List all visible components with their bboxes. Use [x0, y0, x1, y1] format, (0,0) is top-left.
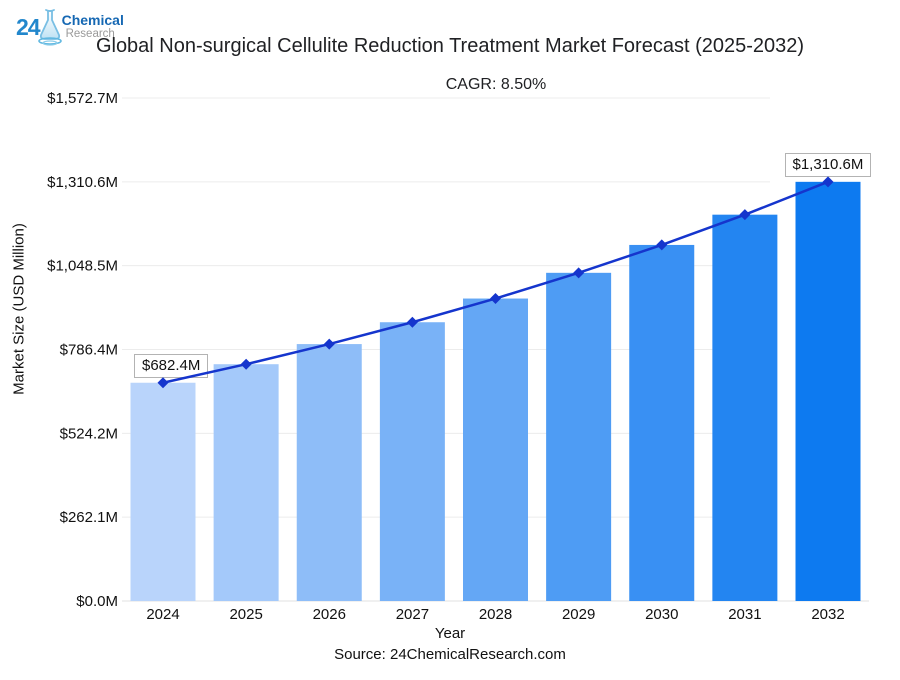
bar-2030 [629, 244, 695, 601]
x-tick-label: 2032 [811, 606, 844, 623]
x-tick-label: 2027 [396, 606, 429, 623]
marker-2029 [573, 267, 585, 279]
bar-2027 [379, 322, 445, 601]
y-tick-label: $786.4M [60, 341, 118, 358]
marker-2025 [240, 358, 252, 370]
data-label-first: $682.4M [134, 353, 209, 378]
logo-chemical-text: Chemical [61, 12, 124, 28]
source-caption: Source: 24ChemicalResearch.com [334, 646, 566, 663]
y-tick-label: $262.1M [60, 509, 118, 526]
chart-title: Global Non-surgical Cellulite Reduction … [95, 35, 805, 57]
brand-logo: 24 Chemical Research [16, 8, 124, 50]
logo-research-text: Research [65, 28, 115, 40]
bar-2024 [130, 382, 196, 601]
y-tick-label: $524.2M [60, 425, 118, 442]
trend-line [162, 180, 829, 384]
y-tick-label: $1,572.7M [47, 90, 118, 107]
x-tick-label: 2029 [562, 606, 595, 623]
marker-2024 [157, 377, 169, 389]
bar-2032 [795, 181, 861, 601]
marker-2027 [406, 316, 418, 328]
bar-2025 [213, 364, 279, 601]
cagr-label: CAGR: 8.50% [445, 76, 547, 93]
x-tick-label: 2031 [728, 606, 761, 623]
marker-2032 [822, 176, 834, 188]
bar-2031 [712, 214, 778, 602]
x-tick-label: 2028 [479, 606, 512, 623]
marker-2031 [739, 209, 751, 221]
bar-2028 [463, 298, 528, 601]
x-tick-label: 2024 [146, 606, 179, 623]
y-tick-label: $1,310.6M [47, 174, 118, 191]
bar-2026 [296, 344, 362, 601]
marker-2030 [656, 239, 668, 251]
data-label-last: $1,310.6M [784, 152, 872, 177]
bar-2029 [546, 272, 612, 601]
y-tick-label: $0.0M [76, 593, 118, 610]
x-tick-label: 2026 [313, 606, 346, 623]
flask-icon [37, 9, 62, 46]
y-tick-label: $1,048.5M [47, 258, 118, 275]
logo-number: 24 [16, 14, 41, 40]
marker-2028 [490, 293, 501, 305]
x-tick-label: 2025 [229, 606, 262, 623]
x-tick-label: 2030 [645, 606, 678, 623]
x-axis-title: Year [434, 625, 466, 642]
marker-2026 [323, 338, 335, 350]
